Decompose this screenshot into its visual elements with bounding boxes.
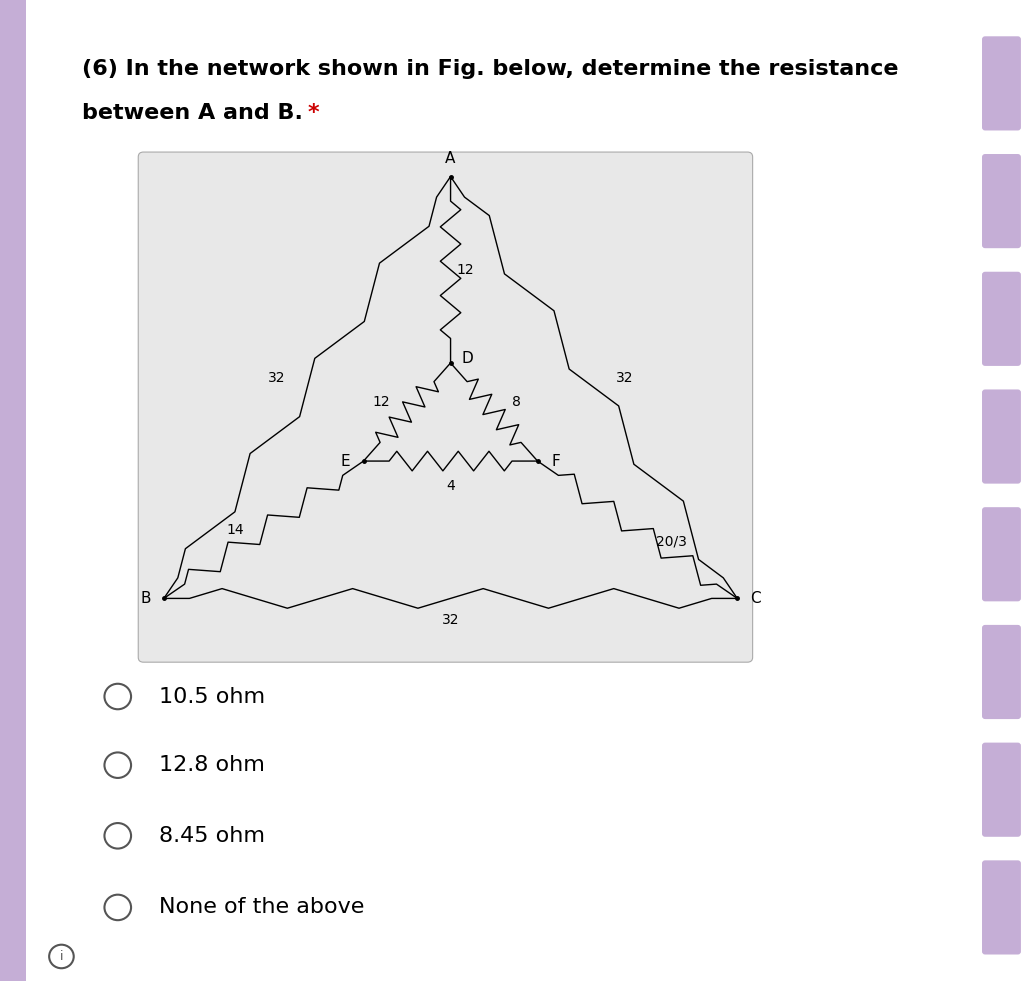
FancyBboxPatch shape [982,507,1021,601]
Text: 10.5 ohm: 10.5 ohm [159,687,265,706]
Text: 32: 32 [615,371,634,385]
Text: between A and B.: between A and B. [82,103,303,123]
Text: F: F [552,453,560,469]
Text: 8: 8 [512,395,521,409]
Text: 14: 14 [226,523,244,537]
Text: 12: 12 [373,395,390,409]
Text: E: E [340,453,350,469]
Text: A: A [445,151,456,167]
Text: 4: 4 [446,479,455,492]
FancyBboxPatch shape [982,154,1021,248]
FancyBboxPatch shape [138,152,753,662]
Text: D: D [461,350,473,366]
FancyBboxPatch shape [982,272,1021,366]
FancyBboxPatch shape [982,743,1021,837]
Text: 8.45 ohm: 8.45 ohm [159,826,265,846]
FancyBboxPatch shape [982,860,1021,955]
Text: B: B [140,591,151,606]
Text: 32: 32 [441,613,460,627]
Text: None of the above: None of the above [159,898,365,917]
Text: 12: 12 [456,263,474,277]
FancyBboxPatch shape [982,389,1021,484]
Text: *: * [307,103,318,123]
Text: 32: 32 [267,371,286,385]
Text: 20/3: 20/3 [655,535,687,548]
FancyBboxPatch shape [982,625,1021,719]
Text: i: i [59,950,63,963]
Text: 12.8 ohm: 12.8 ohm [159,755,264,775]
Text: C: C [751,591,761,606]
Text: (6) In the network shown in Fig. below, determine the resistance: (6) In the network shown in Fig. below, … [82,59,898,78]
FancyBboxPatch shape [982,36,1021,130]
FancyBboxPatch shape [0,0,26,981]
